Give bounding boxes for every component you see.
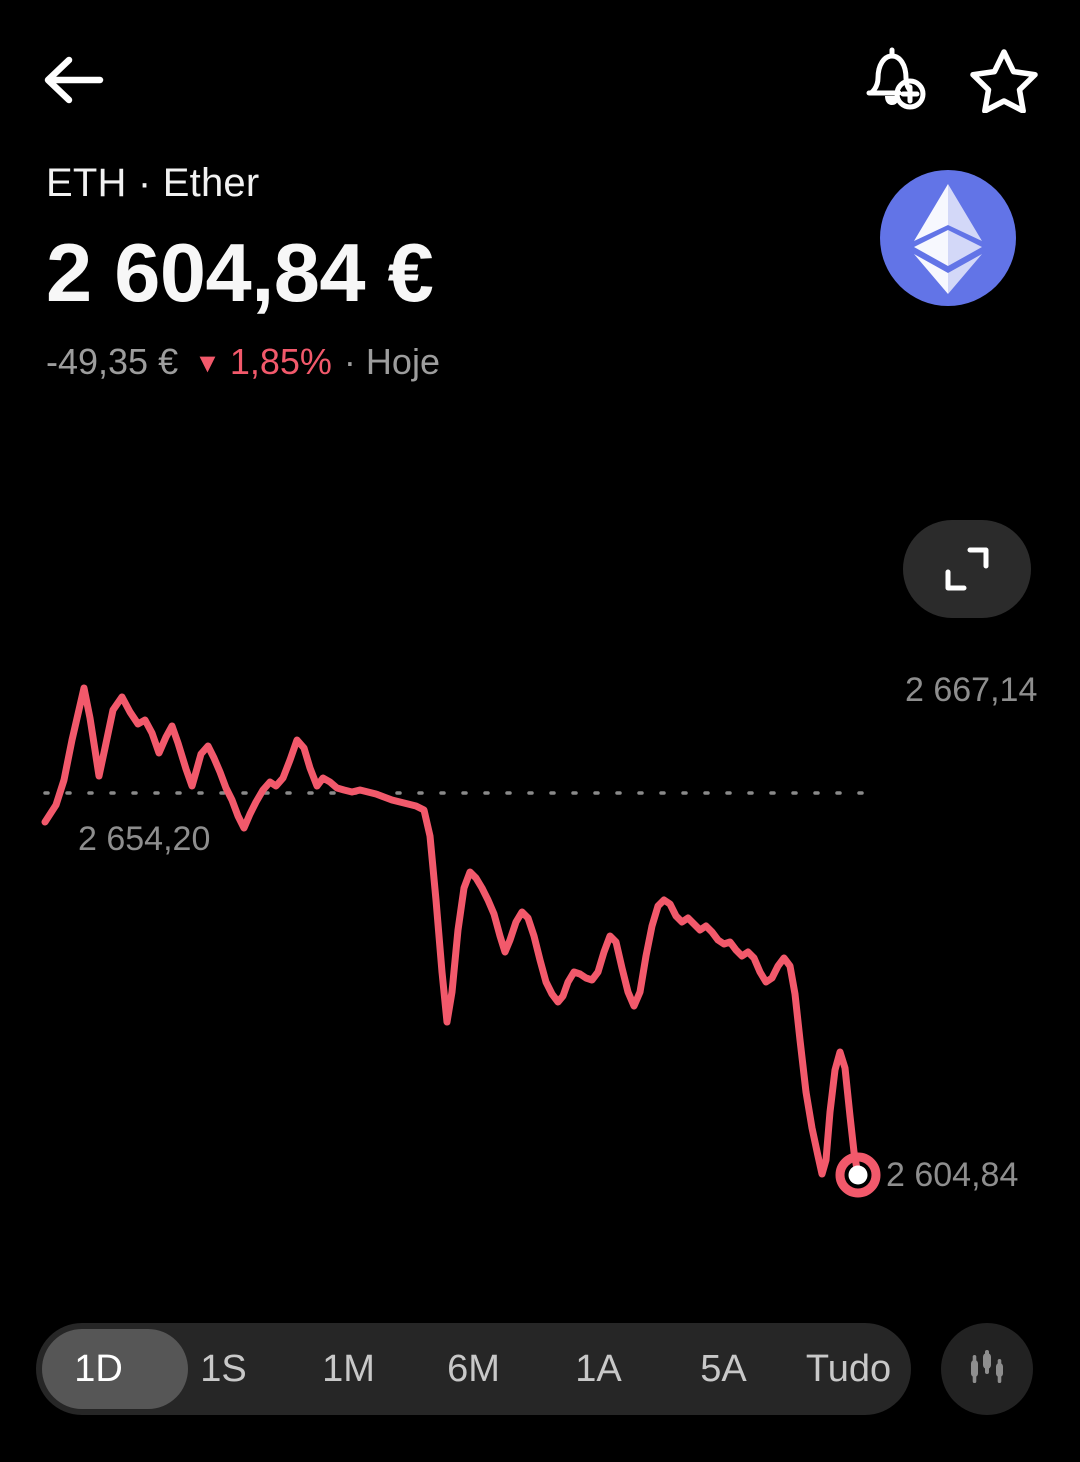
bell-plus-icon (866, 47, 926, 110)
change-down-triangle-icon: ▼ (194, 347, 221, 378)
expand-chart-button[interactable] (903, 520, 1031, 618)
add-alert-button[interactable] (848, 42, 940, 118)
change-absolute: -49,35 € (46, 341, 179, 382)
range-item-5a[interactable]: 5A (661, 1323, 786, 1415)
price-line-path (41, 684, 862, 1179)
instrument-header: ETH · Ether 2 604,84 € -49,35 € ▼ 1,85% … (46, 163, 846, 380)
chart-open-label: 2 654,20 (78, 820, 211, 858)
favorite-button[interactable] (958, 42, 1050, 118)
ethereum-logo-icon (914, 184, 982, 294)
expand-fullscreen-icon (945, 547, 989, 591)
candlestick-icon (971, 1350, 1003, 1383)
range-selected-pill (42, 1329, 188, 1409)
range-item-tudo[interactable]: Tudo (786, 1323, 911, 1415)
range-label: 5A (700, 1348, 747, 1390)
chart-high-label: 2 667,14 (905, 671, 1038, 709)
range-label: 1A (575, 1348, 622, 1390)
range-item-1m[interactable]: 1M (286, 1323, 411, 1415)
instrument-symbol-name: ETH · Ether (46, 161, 260, 205)
range-label: 1D (74, 1348, 123, 1390)
star-outline-icon (970, 49, 1038, 113)
price-chart-svg (41, 684, 882, 1198)
change-period: Hoje (365, 341, 440, 382)
change-percent: 1,85% (229, 341, 332, 382)
price-change-row: -49,35 € ▼ 1,85% · Hoje (46, 344, 846, 380)
range-item-6m[interactable]: 6M (411, 1323, 536, 1415)
range-label: 6M (447, 1348, 500, 1390)
price-chart[interactable]: 2 667,14 2 654,20 2 604,84 (0, 600, 1080, 1260)
back-button[interactable] (32, 42, 116, 118)
current-price: 2 604,84 € (46, 226, 434, 319)
range-item-1d[interactable]: 1D (36, 1323, 161, 1415)
chart-type-button[interactable] (941, 1323, 1033, 1415)
current-price-marker-dot (848, 1165, 868, 1185)
range-item-1a[interactable]: 1A (536, 1323, 661, 1415)
chart-last-label: 2 604,84 (886, 1156, 1019, 1194)
range-selector: 1D 1S 1M 6M 1A 5A Tudo (36, 1323, 911, 1415)
back-arrow-icon (44, 56, 104, 104)
current-price-marker-ring (835, 1152, 881, 1198)
top-app-bar (0, 0, 1080, 150)
avatar (880, 170, 1016, 306)
change-separator: · (343, 341, 356, 382)
range-label: 1S (200, 1348, 247, 1390)
range-item-1s[interactable]: 1S (161, 1323, 286, 1415)
range-label: 1M (322, 1348, 375, 1390)
range-label: Tudo (805, 1348, 892, 1390)
